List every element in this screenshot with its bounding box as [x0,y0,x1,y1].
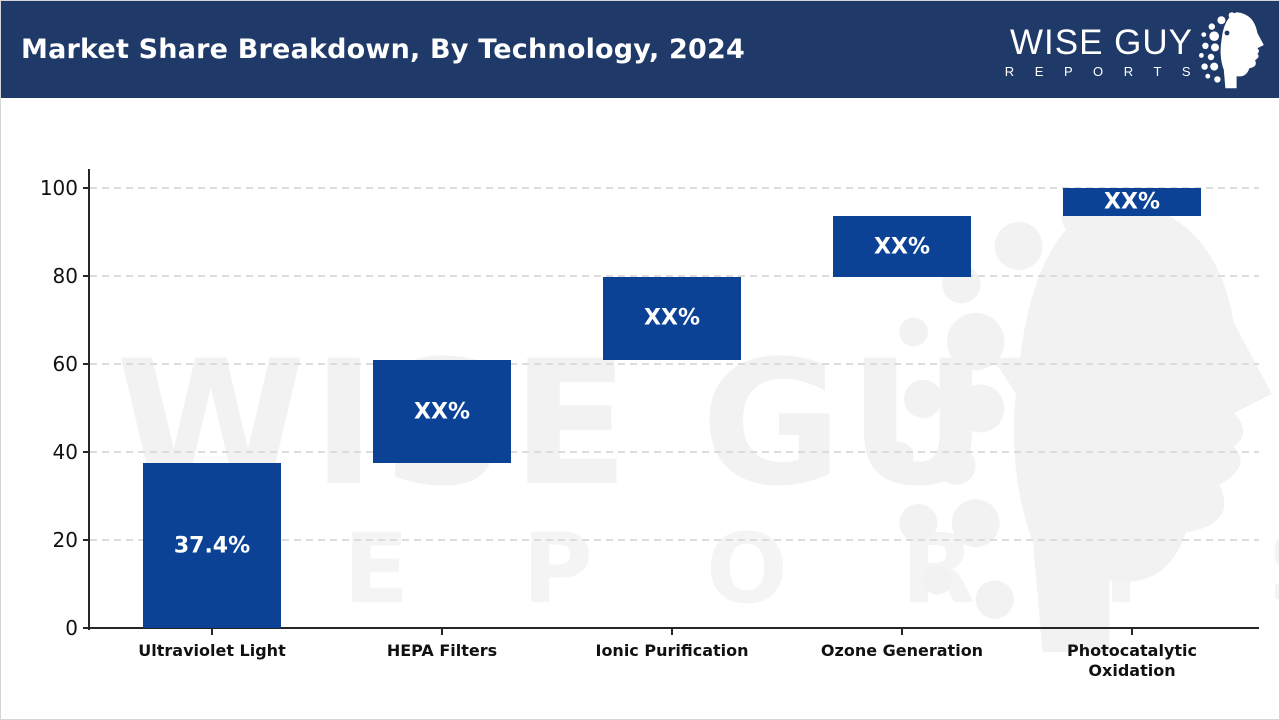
brand-logo: WISE GUY R E P O R T S [1005,9,1267,93]
y-tick-label: 60 [52,352,78,376]
y-axis-tick [83,363,90,365]
bar-segment [143,463,281,628]
bar-segment [373,359,511,464]
y-tick-label: 0 [65,616,78,640]
gridline [90,187,1259,189]
x-category-label: Photocatalytic Oxidation [1066,641,1197,680]
face-profile-dots-icon [1195,9,1267,93]
bar-segment [603,276,741,360]
x-axis-tick [441,628,443,635]
brand-subtitle: R E P O R T S [1004,63,1199,79]
x-axis-line [88,627,1259,629]
x-axis-tick [671,628,673,635]
y-tick-label: 20 [52,528,78,552]
gridline [90,451,1259,453]
y-axis-tick [83,275,90,277]
x-axis-tick [211,628,213,635]
gridline [90,539,1259,541]
brand-name: WISE GUY [1009,22,1193,62]
y-axis-line [88,169,90,630]
bar-value-label: XX% [874,234,930,260]
y-tick-label: 100 [39,176,78,200]
page-title: Market Share Breakdown, By Technology, 2… [21,34,746,65]
y-tick-label: 40 [52,440,78,464]
y-axis-tick [83,451,90,453]
brand-logo-text: WISE GUY R E P O R T S [1005,25,1193,78]
gridline [90,363,1259,365]
bar-value-label: XX% [414,399,470,425]
x-axis-tick [1131,628,1133,635]
y-axis-tick [83,539,90,541]
x-category-label: HEPA Filters [386,641,498,660]
y-axis-tick [83,187,90,189]
x-axis-tick [901,628,903,635]
x-category-label: Ultraviolet Light [138,641,286,660]
bar-value-label: XX% [644,305,700,331]
header-bar: Market Share Breakdown, By Technology, 2… [1,1,1279,98]
y-axis-tick [83,627,90,629]
gridline [90,275,1259,277]
x-category-label: Ozone Generation [820,641,984,660]
x-category-label: Ionic Purification [595,641,749,660]
y-tick-label: 80 [52,264,78,288]
bar-value-label: XX% [1104,189,1160,215]
bar-value-label: 37.4% [173,533,251,559]
